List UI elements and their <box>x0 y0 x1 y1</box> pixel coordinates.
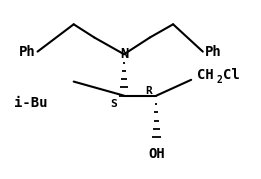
Text: CH: CH <box>197 68 214 82</box>
Text: OH: OH <box>148 147 165 161</box>
Text: Ph: Ph <box>205 45 222 59</box>
Text: 2: 2 <box>217 75 223 85</box>
Text: S: S <box>110 100 117 110</box>
Text: Ph: Ph <box>19 45 35 59</box>
Text: Cl: Cl <box>223 68 240 82</box>
Text: i-Bu: i-Bu <box>14 96 48 110</box>
Text: R: R <box>145 86 152 96</box>
Text: N: N <box>120 47 128 61</box>
